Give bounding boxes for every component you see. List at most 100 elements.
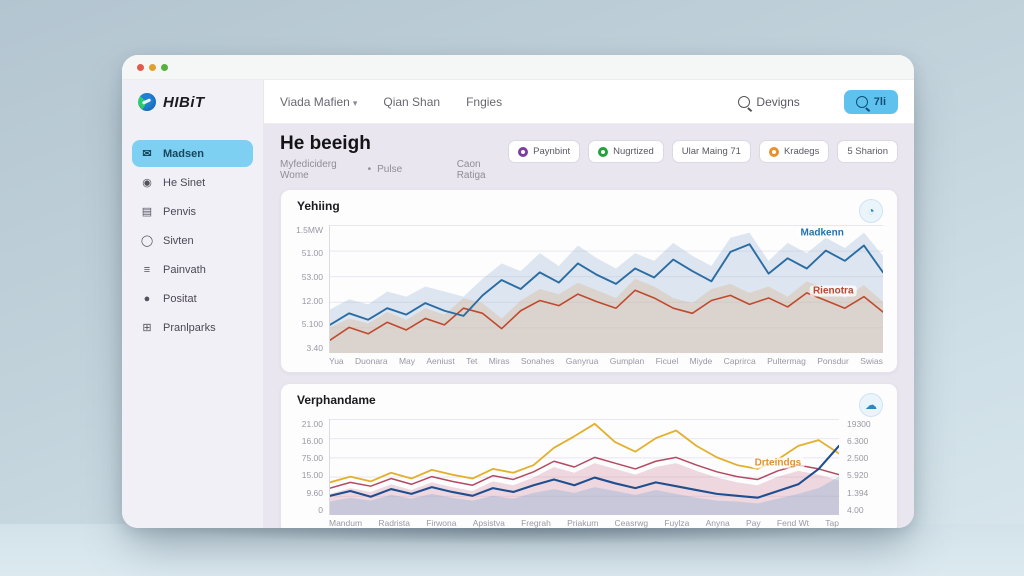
series-lightblue-area <box>330 476 839 515</box>
sidebar-item-label: He Sinet <box>163 176 206 189</box>
y-tick: 5.920 <box>847 470 869 481</box>
series-magenta-line <box>330 457 839 488</box>
x-tick: Fuylza <box>664 517 690 528</box>
filter-chip-5[interactable]: 5 Sharion <box>837 140 898 163</box>
pin-icon: ◉ <box>142 177 152 189</box>
sidebar-item-he-sinet[interactable]: ◉ He Sinet <box>132 169 253 196</box>
y-tick: 2.500 <box>847 453 869 464</box>
search-link-label: Devigns <box>756 94 800 109</box>
minimize-window-button[interactable] <box>149 63 156 71</box>
search-icon <box>738 95 751 108</box>
y-tick: 5.100 <box>301 319 323 330</box>
filter-chips: Paynbint Nugrtized Ular Maing 71 Kradegs 5 S… <box>508 140 898 163</box>
stack-icon: ≡ <box>143 263 151 276</box>
sidebar-item-painvath[interactable]: ≡ Painvath <box>132 256 253 283</box>
sidebar-item-label: Painvath <box>163 263 206 276</box>
chip-label: Nugrtized <box>613 146 654 157</box>
x-tick: Firwona <box>426 517 457 528</box>
series-Rienotra <box>330 290 883 340</box>
sidebar-item-penvis[interactable]: ▤ Penvis <box>132 198 253 225</box>
chip-label: 5 Sharion <box>847 146 888 157</box>
sidebar-item-madsen[interactable]: ✉ Madsen <box>132 140 253 167</box>
nav-item-3[interactable]: Fngies <box>466 94 503 109</box>
app-body: ✉ Madsen ◉ He Sinet ▤ Penvis ◯ Sivten ≡ Painvath ●… <box>122 124 914 528</box>
series-Madkenn <box>330 244 883 325</box>
x-tick: Priakum <box>567 517 599 528</box>
sidebar-item-pranlparks[interactable]: ⊞ Pranlparks <box>132 314 253 341</box>
x-tick: Miras <box>488 355 510 366</box>
chip-label: Kradegs <box>783 146 820 157</box>
chip-dot-icon <box>518 146 529 157</box>
sidebar-item-sivten[interactable]: ◯ Sivten <box>132 227 253 254</box>
x-tick: Ficuel <box>655 355 679 366</box>
series-label-rienotra: Rienotra <box>809 285 857 297</box>
chart-1-plot[interactable]: Madkenn Rienotra <box>329 224 883 353</box>
page-subtitle-sep: • <box>367 164 372 176</box>
x-tick: Gumplan <box>609 355 645 366</box>
chart-1-title: Yehiing <box>297 198 340 213</box>
nav-item-1[interactable]: Viada Mafien ▾ <box>280 94 358 109</box>
close-window-button[interactable] <box>137 63 144 71</box>
y-tick: 75.00 <box>301 453 323 464</box>
series-darkblue-line <box>330 446 839 498</box>
maximize-window-button[interactable] <box>161 63 168 71</box>
x-tick: Radrista <box>378 517 410 528</box>
chart-2-zone: 21.00 16.00 75.00 15.00 9.60 0 Drteindgs 1930… <box>291 418 883 515</box>
chart-1-x-axis: Yua Duonara May Aeniust Tet Miras Sonahes Ganyr… <box>329 353 883 366</box>
y-tick: 16.00 <box>301 436 323 447</box>
y-tick: 15.00 <box>301 470 323 481</box>
x-tick: Anyna <box>705 517 730 528</box>
file-icon: ▤ <box>141 206 153 218</box>
chart-card-2: Verphandame ☁ 21.00 16.00 75.00 15.00 9.60 0 … <box>280 382 898 528</box>
search-link[interactable]: Devigns <box>738 94 800 109</box>
pie-icon[interactable]: ◔ <box>859 198 883 223</box>
search-button-label: 7li <box>873 95 886 108</box>
filter-chip-3[interactable]: Ular Maing 71 <box>671 140 751 163</box>
sidebar-item-label: Penvis <box>163 205 197 218</box>
x-tick: Miyde <box>689 355 713 366</box>
y-tick: 51.00 <box>301 248 323 259</box>
page-subtitle: Myfediciderg Wome • Pulse Caon Ratiga <box>280 159 508 181</box>
chip-dot-icon <box>768 146 779 157</box>
x-tick: Mandum <box>329 517 363 528</box>
page-title: He beeigh <box>280 133 371 154</box>
chip-dot-icon <box>598 146 609 157</box>
chart-1-svg <box>330 232 883 353</box>
window-titlebar <box>122 55 914 80</box>
floor-surface <box>0 524 1024 576</box>
page-subtitle-secondary[interactable]: Pulse <box>377 164 403 176</box>
page-subtitle-tertiary: Caon Ratiga <box>456 158 486 181</box>
nav-items-container: Viada Mafien ▾ Qian Shan Fngies <box>280 95 502 109</box>
filter-chip-4[interactable]: Kradegs <box>758 140 830 163</box>
chart-card-1-header: Yehiing ◔ <box>291 198 883 223</box>
chip-label: Ular Maing 71 <box>681 146 741 157</box>
chart-2-y-axis-right: 19300 6.300 2.500 5.920 1.394 4.00 <box>839 419 883 515</box>
y-tick: 3.40 <box>306 342 323 353</box>
page-header: He beeigh Myfediciderg Wome • Pulse Caon… <box>280 133 898 181</box>
x-tick: Tap <box>825 517 839 528</box>
chart-card-2-header: Verphandame ☁ <box>291 392 883 417</box>
chart-2-plot[interactable]: Drteindgs <box>329 418 839 515</box>
x-tick: Duonara <box>355 355 388 366</box>
sidebar-item-positat[interactable]: ● Positat <box>132 285 253 312</box>
search-button[interactable]: 7li <box>843 89 898 114</box>
x-tick: Swias <box>860 355 883 366</box>
series-blue-band-area <box>330 232 883 353</box>
cloud-icon[interactable]: ☁ <box>859 392 883 417</box>
filter-chip-2[interactable]: Nugrtized <box>588 140 664 163</box>
y-tick: 12.00 <box>301 295 323 306</box>
filter-chip-1[interactable]: Paynbint <box>508 140 581 163</box>
nav-item-2[interactable]: Qian Shan <box>383 94 441 109</box>
chart-2-x-axis: Mandum Radrista Firwona Apsistva Fregrah Pria… <box>329 515 839 528</box>
y-tick: 1.5MW <box>296 224 323 235</box>
app-header: HIBiT Viada Mafien ▾ Qian Shan Fngies Devig… <box>122 80 914 124</box>
x-tick: Pultermag <box>767 355 806 366</box>
x-tick: Aeniust <box>426 355 455 366</box>
search-button-icon <box>855 95 868 108</box>
series-label-drteindgs: Drteindgs <box>751 457 805 469</box>
sidebar-item-label: Positat <box>163 292 197 305</box>
disc-icon: ● <box>143 292 151 305</box>
brand-logo[interactable]: HIBiT <box>122 80 264 124</box>
top-navigation: Viada Mafien ▾ Qian Shan Fngies Devigns 7li <box>264 80 914 124</box>
